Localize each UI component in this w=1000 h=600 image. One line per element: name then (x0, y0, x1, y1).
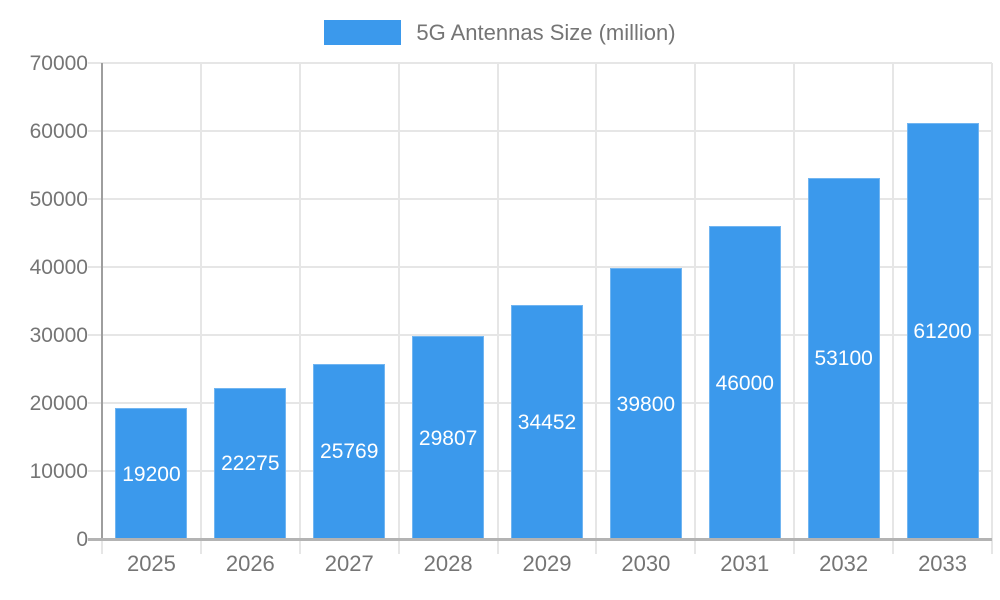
gridline-vertical (397, 63, 400, 554)
x-tick-label: 2032 (819, 551, 869, 576)
y-tick-label: 20000 (29, 392, 88, 415)
y-tick-label: 50000 (29, 188, 88, 211)
y-tick-label: 30000 (29, 324, 88, 347)
bar-2028: 29807 (412, 336, 485, 539)
bar-2025: 19200 (115, 408, 188, 539)
bar-value-label: 22275 (221, 452, 280, 476)
gridline-horizontal (88, 198, 992, 200)
gridline-vertical (793, 63, 796, 554)
x-tick-label: 2026 (225, 551, 275, 576)
x-tick-label: 2025 (126, 551, 176, 576)
bar-value-label: 29807 (418, 426, 478, 450)
y-tick-label: 0 (76, 528, 88, 551)
y-tick-label: 10000 (29, 460, 88, 483)
gridline-vertical (199, 63, 202, 554)
gridline-vertical (298, 63, 301, 554)
bar-2026: 22275 (214, 387, 287, 539)
x-tick-label: 2028 (423, 551, 473, 576)
gridline-vertical (496, 63, 499, 554)
plot-area: 19200 22275 25769 29807 34452 39800 46000 53100… (88, 62, 993, 554)
y-tick-label: 70000 (29, 52, 88, 75)
bar-2031: 46000 (708, 226, 781, 539)
bar-value-label: 19200 (122, 462, 181, 486)
gridline-vertical (694, 63, 697, 554)
gridline-vertical (892, 63, 895, 554)
x-tick-label: 2033 (918, 551, 968, 576)
gridline-vertical (991, 63, 993, 554)
bar-2032: 53100 (807, 177, 880, 539)
gridline-horizontal (88, 62, 992, 64)
bar-2029: 34452 (511, 304, 583, 539)
bar-value-label: 46000 (715, 371, 774, 395)
gridline-horizontal (88, 266, 992, 268)
gridline-horizontal (88, 130, 992, 132)
gridline-vertical (595, 63, 598, 554)
legend-label: 5G Antennas Size (million) (416, 20, 676, 45)
x-tick-label: 2029 (522, 551, 572, 576)
bar-value-label: 25769 (320, 440, 379, 464)
bar-value-label: 34452 (517, 410, 577, 434)
bar-2033: 61200 (906, 122, 979, 539)
x-tick-label: 2030 (621, 551, 671, 576)
x-tick-label: 2027 (324, 551, 374, 576)
bar-value-label: 39800 (616, 392, 676, 416)
y-tick-label: 60000 (29, 120, 88, 143)
y-tick-label: 40000 (29, 256, 88, 279)
bar-value-label: 53100 (814, 347, 873, 371)
x-tick-label: 2031 (720, 551, 770, 576)
legend-swatch (324, 20, 402, 45)
y-axis-line (101, 63, 103, 539)
bar-2030: 39800 (609, 268, 682, 539)
chart-legend: 5G Antennas Size (million) (0, 20, 1000, 45)
bar-value-label: 61200 (913, 319, 972, 343)
x-axis-line (88, 538, 992, 541)
bar-2027: 25769 (313, 363, 386, 539)
